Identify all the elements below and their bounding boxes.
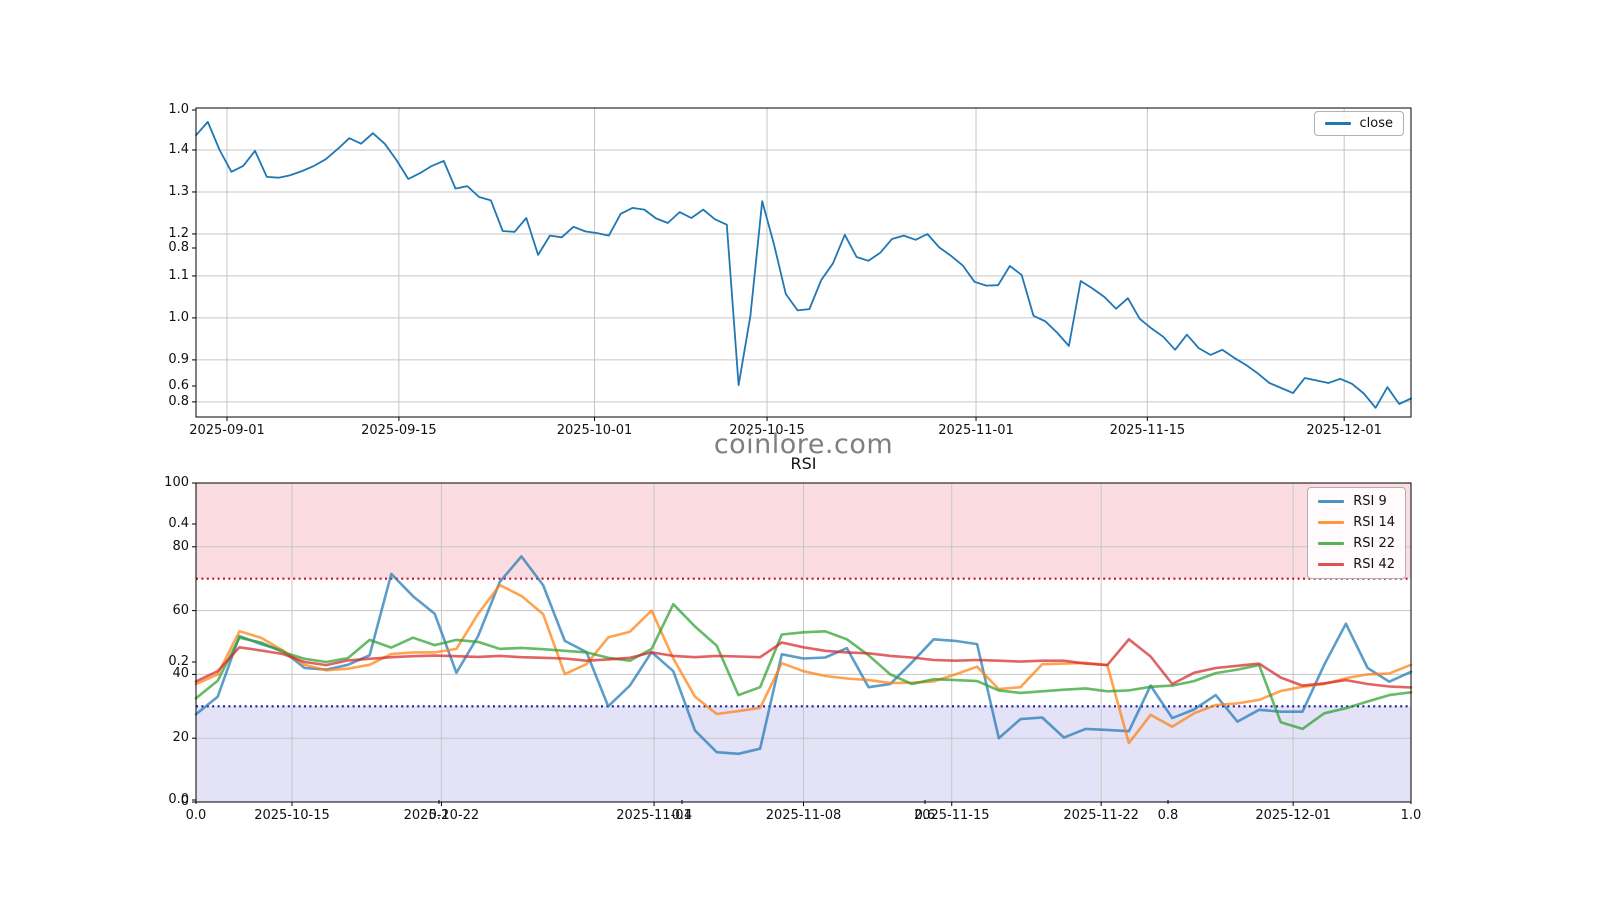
rsi-chart-title: RSI — [790, 454, 817, 473]
tick-label: 0.6 — [914, 808, 936, 823]
tick-label: 2025-11-08 — [765, 808, 842, 823]
price-legend: close — [1313, 111, 1404, 136]
tick-label: 1.0 — [168, 102, 189, 117]
tick-label: 2025-11-01 — [938, 423, 1014, 438]
close-line-swatch — [1324, 122, 1351, 125]
tick-label: 0.8 — [168, 240, 189, 255]
legend-item-rsi-22: RSI 22 — [1318, 536, 1395, 551]
tick-label: 0.8 — [168, 393, 189, 409]
tick-label: 1.4 — [168, 141, 189, 157]
tick-label: 2025-09-15 — [361, 423, 437, 438]
rsi-legend: RSI 9 RSI 14 RSI 22 RSI 42 — [1307, 487, 1406, 579]
tick-label: 2025-10-15 — [729, 423, 805, 438]
tick-label: 2025-10-01 — [556, 423, 633, 438]
tick-label: 1.0 — [168, 309, 189, 325]
tick-label: 2025-09-01 — [189, 423, 265, 438]
rsi9-line-swatch — [1318, 500, 1345, 503]
rsi22-line-swatch — [1318, 542, 1345, 545]
watermark: coinlore.com — [713, 429, 894, 460]
tick-label: 0.4 — [671, 808, 693, 823]
tick-label: 0.0 — [185, 808, 207, 823]
legend-item-rsi-14: RSI 14 — [1318, 515, 1395, 530]
tick-label: 0.4 — [168, 516, 189, 531]
tick-label: 0.0 — [168, 792, 189, 807]
tick-label: 0.9 — [168, 351, 189, 367]
tick-label: 2025-10-22 — [403, 808, 480, 823]
tick-label: 0.2 — [168, 654, 189, 669]
tick-label: 2025-12-01 — [1306, 423, 1382, 438]
tick-label: 60 — [172, 602, 189, 618]
rsi14-line-swatch — [1318, 521, 1345, 524]
rsi14-legend-label: RSI 14 — [1353, 515, 1395, 530]
tick-label: 0.8 — [1157, 808, 1179, 823]
tick-label: 1.3 — [168, 183, 189, 199]
tick-label: 1.2 — [168, 225, 189, 241]
rsi9-legend-label: RSI 9 — [1353, 494, 1387, 509]
rsi42-legend-label: RSI 42 — [1353, 557, 1395, 572]
tick-label: 40 — [172, 666, 189, 682]
tick-label: 2025-11-22 — [1063, 808, 1139, 823]
close-legend-label: close — [1359, 116, 1393, 131]
legend-item-rsi-9: RSI 9 — [1318, 494, 1395, 509]
tick-label: 2025-11-15 — [1109, 423, 1186, 438]
tick-label: 0.2 — [428, 808, 450, 823]
tick-label: 2025-11-15 — [913, 808, 990, 823]
rsi22-legend-label: RSI 22 — [1353, 536, 1395, 551]
tick-label: 100 — [164, 475, 189, 490]
tick-label: 2025-10-15 — [254, 808, 330, 823]
legend-item-rsi-42: RSI 42 — [1318, 557, 1395, 572]
tick-label: 1.0 — [1400, 808, 1422, 823]
tick-label: 20 — [172, 730, 189, 746]
rsi42-line-swatch — [1318, 563, 1345, 566]
tick-label: 1.1 — [168, 267, 189, 283]
tick-label: 0 — [180, 794, 189, 809]
tick-label: 0.6 — [168, 378, 189, 393]
tick-label: 80 — [172, 538, 189, 554]
tick-label: 2025-12-01 — [1255, 808, 1331, 823]
tick-label: 2025-11-01 — [616, 808, 692, 823]
